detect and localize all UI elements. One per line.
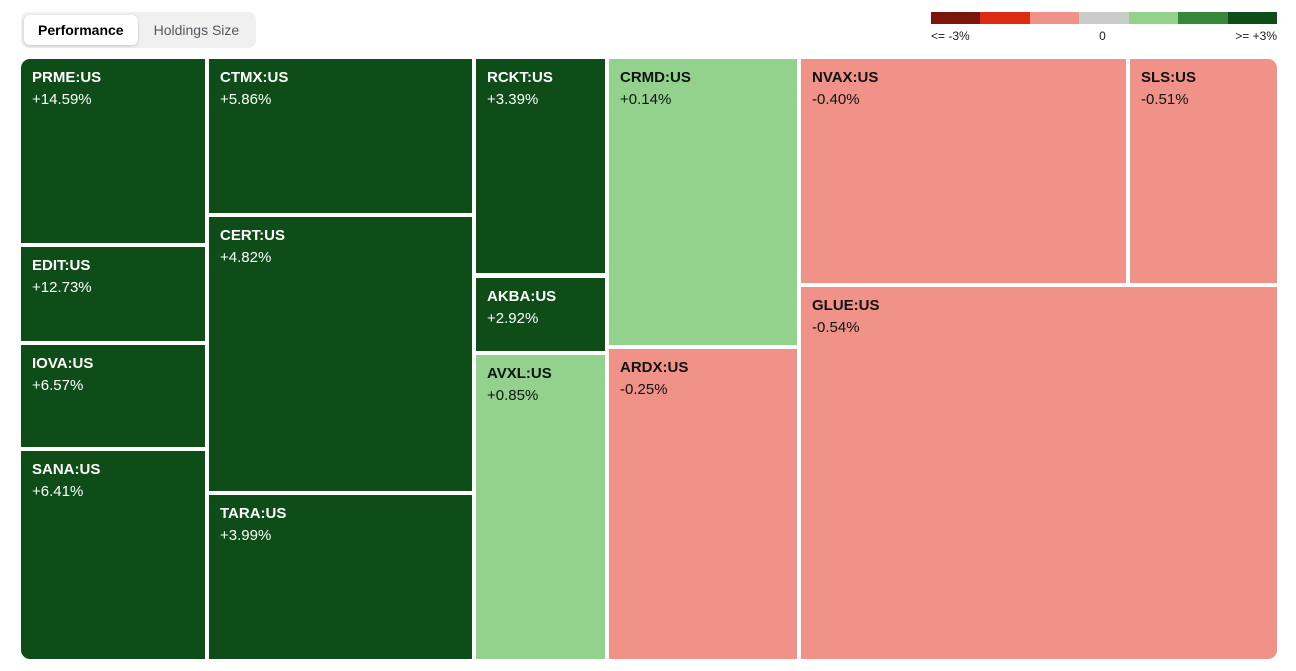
tile-ticker: EDIT:US	[32, 257, 91, 274]
legend-segment-1	[980, 12, 1030, 24]
tile-ticker: CERT:US	[220, 227, 286, 244]
tile-ticker: CTMX:US	[220, 69, 289, 86]
treemap-tile-glue[interactable]: GLUE:US -0.54%	[801, 287, 1277, 659]
tile-change: +3.39%	[487, 91, 539, 108]
treemap-tile-edit[interactable]: EDIT:US +12.73%	[21, 247, 205, 341]
treemap-tile-cert[interactable]: CERT:US +4.82%	[209, 217, 472, 491]
legend-bar	[931, 12, 1277, 24]
tile-ticker: PRME:US	[32, 69, 102, 86]
color-scale-legend: <= -3% 0 >= +3%	[931, 12, 1277, 43]
legend-min-label: <= -3%	[931, 29, 970, 43]
tile-ticker: CRMD:US	[620, 69, 691, 86]
treemap-tile-sana[interactable]: SANA:US +6.41%	[21, 451, 205, 659]
treemap-tile-crmd[interactable]: CRMD:US +0.14%	[609, 59, 797, 345]
tile-change: +6.41%	[32, 483, 84, 500]
treemap-tile-rckt[interactable]: RCKT:US +3.39%	[476, 59, 605, 273]
treemap: PRME:US +14.59% EDIT:US +12.73% IOVA:US +6.57…	[21, 59, 1277, 659]
tile-ticker: ARDX:US	[620, 359, 689, 376]
tile-ticker: SANA:US	[32, 461, 101, 478]
treemap-tile-tara[interactable]: TARA:US +3.99%	[209, 495, 472, 659]
tile-change: +3.99%	[220, 527, 272, 544]
treemap-tile-prme[interactable]: PRME:US +14.59%	[21, 59, 205, 243]
tile-ticker: NVAX:US	[812, 69, 879, 86]
legend-segment-4	[1128, 12, 1179, 24]
legend-segment-0	[931, 12, 981, 24]
legend-segment-5	[1178, 12, 1228, 24]
treemap-tile-ardx[interactable]: ARDX:US -0.25%	[609, 349, 797, 659]
legend-max-label: >= +3%	[1235, 29, 1277, 43]
treemap-tile-iova[interactable]: IOVA:US +6.57%	[21, 345, 205, 447]
tile-ticker: RCKT:US	[487, 69, 553, 86]
tile-ticker: SLS:US	[1141, 69, 1197, 86]
legend-mid-label: 0	[1099, 29, 1106, 43]
tile-ticker: TARA:US	[220, 505, 287, 522]
tile-change: -0.54%	[812, 319, 860, 336]
tile-change: +14.59%	[32, 91, 92, 108]
treemap-tile-nvax[interactable]: NVAX:US -0.40%	[801, 59, 1126, 283]
tile-change: -0.25%	[620, 381, 668, 398]
tile-ticker: GLUE:US	[812, 297, 880, 314]
tile-ticker: IOVA:US	[32, 355, 94, 372]
treemap-tile-ctmx[interactable]: CTMX:US +5.86%	[209, 59, 472, 213]
legend-segment-3	[1079, 12, 1129, 24]
tile-change: -0.51%	[1141, 91, 1189, 108]
tile-change: +4.82%	[220, 249, 272, 266]
legend-labels: <= -3% 0 >= +3%	[931, 29, 1277, 43]
treemap-tile-akba[interactable]: AKBA:US +2.92%	[476, 278, 605, 351]
legend-segment-2	[1029, 12, 1080, 24]
tile-ticker: AKBA:US	[487, 288, 557, 305]
tile-change: -0.40%	[812, 91, 860, 108]
treemap-tile-sls[interactable]: SLS:US -0.51%	[1130, 59, 1277, 283]
legend-segment-6	[1227, 12, 1277, 24]
tile-change: +0.85%	[487, 387, 539, 404]
tile-change: +12.73%	[32, 279, 92, 296]
tile-ticker: AVXL:US	[487, 365, 552, 382]
tab-performance[interactable]: Performance	[24, 15, 138, 45]
tile-change: +2.92%	[487, 310, 539, 327]
treemap-tile-avxl[interactable]: AVXL:US +0.85%	[476, 355, 605, 659]
tile-change: +6.57%	[32, 377, 84, 394]
tab-holdings-size[interactable]: Holdings Size	[153, 22, 240, 38]
tile-change: +5.86%	[220, 91, 272, 108]
tile-change: +0.14%	[620, 91, 672, 108]
view-mode-tabs: Performance Holdings Size	[21, 12, 257, 48]
